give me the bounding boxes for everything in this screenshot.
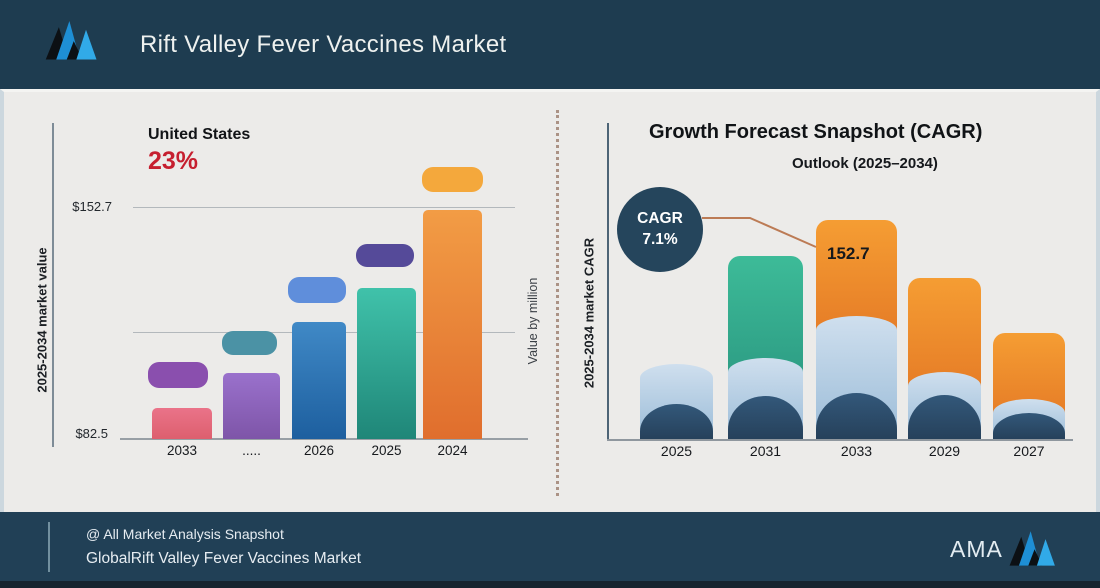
footer-bar: @ All Market Analysis Snapshot GlobalRif… <box>0 512 1100 588</box>
page-title: Rift Valley Fever Vaccines Market <box>140 30 507 58</box>
ama-logo-icon <box>45 21 97 60</box>
footer-bottom-strip <box>0 581 1100 588</box>
ama-footer-logo-icon <box>1009 531 1055 566</box>
footer-divider-line <box>48 522 50 572</box>
footer-snapshot-text: @ All Market Analysis Snapshot <box>86 526 284 542</box>
header-bar: Rift Valley Fever Vaccines Market <box>0 0 1100 89</box>
footer-market-text: GlobalRift Valley Fever Vaccines Market <box>86 550 362 567</box>
footer-brand-text: AMA <box>950 536 1003 562</box>
charts-background <box>0 89 1100 512</box>
